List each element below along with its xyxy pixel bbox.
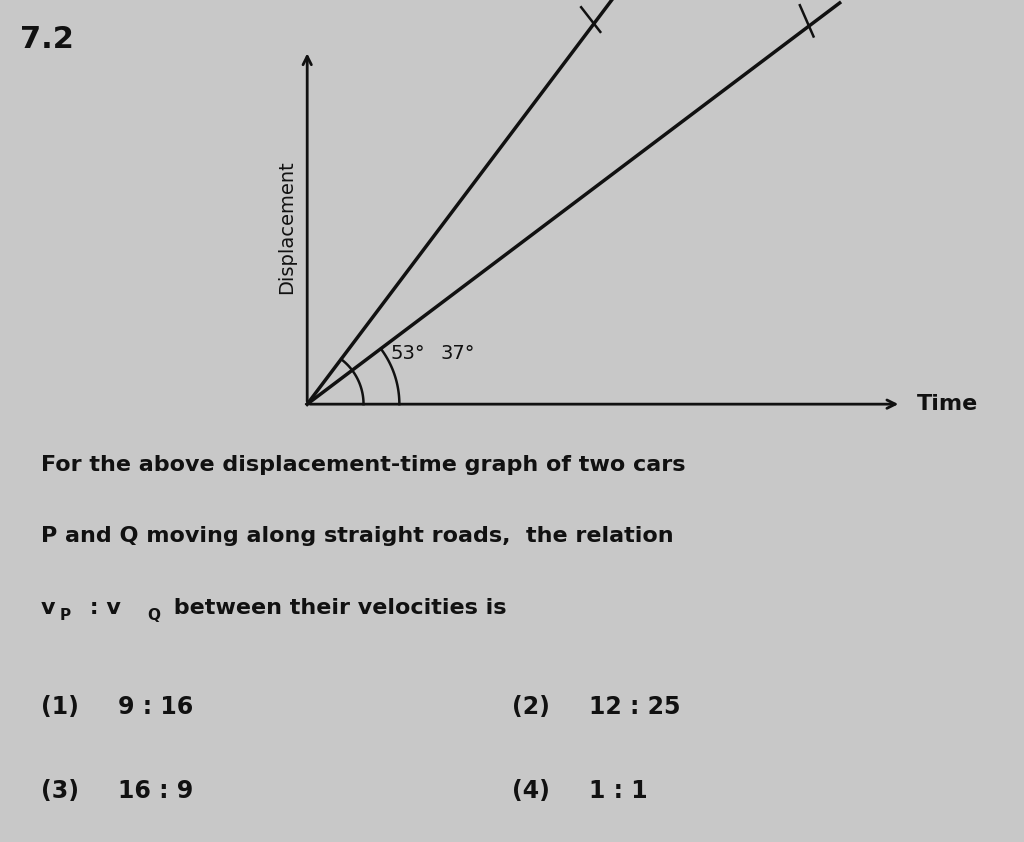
Text: 12 : 25: 12 : 25 [589,695,680,719]
Text: 1 : 1: 1 : 1 [589,779,647,803]
Text: 37°: 37° [440,344,475,363]
Text: (1): (1) [41,695,79,719]
Text: Q: Q [147,608,161,623]
Text: (4): (4) [512,779,550,803]
Text: 53°: 53° [391,344,425,364]
Text: Displacement: Displacement [278,161,296,294]
Text: : v: : v [82,598,121,618]
Text: 16 : 9: 16 : 9 [118,779,193,803]
Text: (3): (3) [41,779,79,803]
Text: For the above displacement-time graph of two cars: For the above displacement-time graph of… [41,455,685,475]
Text: 9 : 16: 9 : 16 [118,695,193,719]
Text: v: v [41,598,55,618]
Text: P: P [59,608,71,623]
Text: (2): (2) [512,695,550,719]
Text: P and Q moving along straight roads,  the relation: P and Q moving along straight roads, the… [41,526,674,546]
Text: 7.2: 7.2 [20,25,75,54]
Text: Time: Time [916,394,978,414]
Text: between their velocities is: between their velocities is [166,598,507,618]
